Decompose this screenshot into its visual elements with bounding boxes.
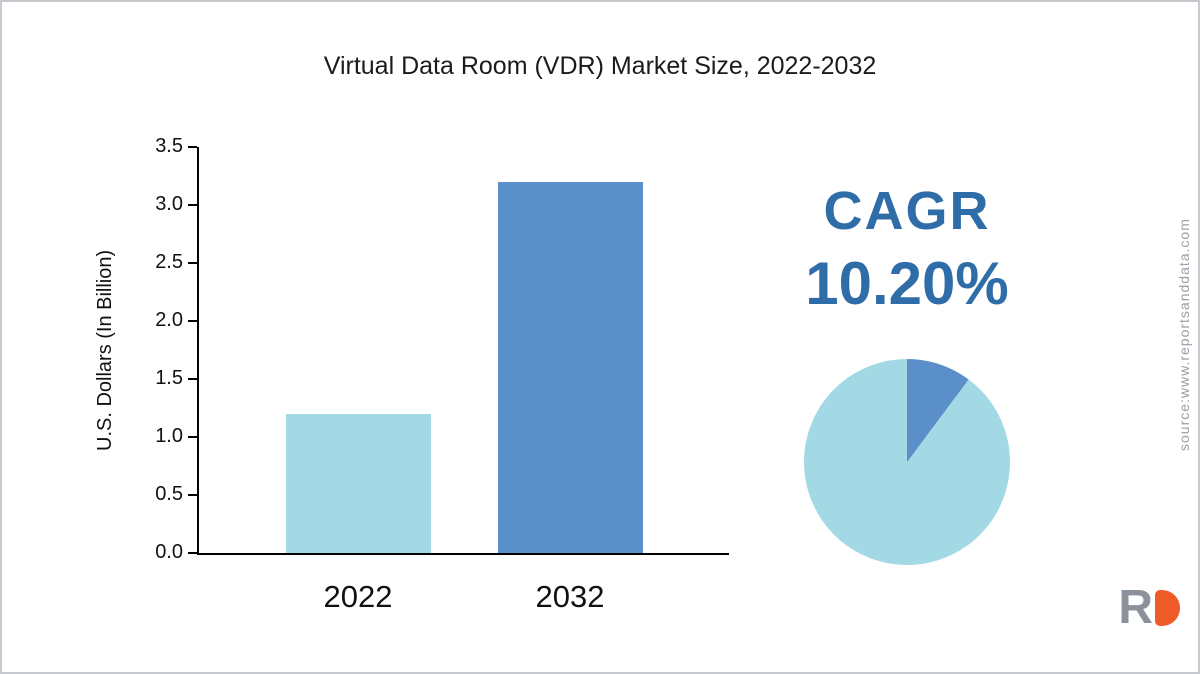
cagr-block: CAGR 10.20% — [757, 184, 1057, 314]
cagr-label: CAGR — [823, 181, 991, 241]
y-axis-tick — [188, 204, 197, 206]
y-axis-tick-label: 1.0 — [155, 425, 183, 447]
y-axis-tick-label: 1.5 — [155, 367, 183, 389]
y-axis-tick-label: 3.0 — [155, 193, 183, 215]
brand-logo: R — [1118, 584, 1180, 632]
y-axis-tick-label: 3.5 — [155, 135, 183, 157]
logo-letter-r: R — [1118, 581, 1153, 634]
source-credit: source:www.reportsanddata.com — [1176, 218, 1192, 452]
x-axis-tick-label: 2022 — [323, 579, 393, 614]
bar-2022 — [285, 413, 431, 553]
cagr-value: 10.20% — [805, 250, 1009, 317]
y-axis-tick — [188, 552, 197, 554]
y-axis-tick — [188, 146, 197, 148]
pie-chart — [804, 359, 1010, 565]
y-axis-tick — [188, 262, 197, 264]
y-axis-tick — [188, 494, 197, 496]
y-axis-tick — [188, 436, 197, 438]
logo-d-icon — [1155, 590, 1180, 626]
y-axis-tick-label: 0.0 — [155, 541, 183, 563]
y-axis-tick — [188, 378, 197, 380]
y-axis-tick — [188, 320, 197, 322]
x-axis-tick-label: 2032 — [535, 579, 605, 614]
y-axis-tick-label: 0.5 — [155, 483, 183, 505]
y-axis-label: U.S. Dollars (In Billion) — [94, 249, 116, 451]
chart-title: Virtual Data Room (VDR) Market Size, 202… — [323, 52, 877, 80]
y-axis-tick-label: 2.5 — [155, 251, 183, 273]
bar-2032 — [497, 181, 643, 553]
plot-area: 0.0 0.5 1.0 1.5 2.0 2.5 3.0 3.5 2022 2032 — [155, 135, 729, 614]
y-axis-tick-label: 2.0 — [155, 309, 183, 331]
